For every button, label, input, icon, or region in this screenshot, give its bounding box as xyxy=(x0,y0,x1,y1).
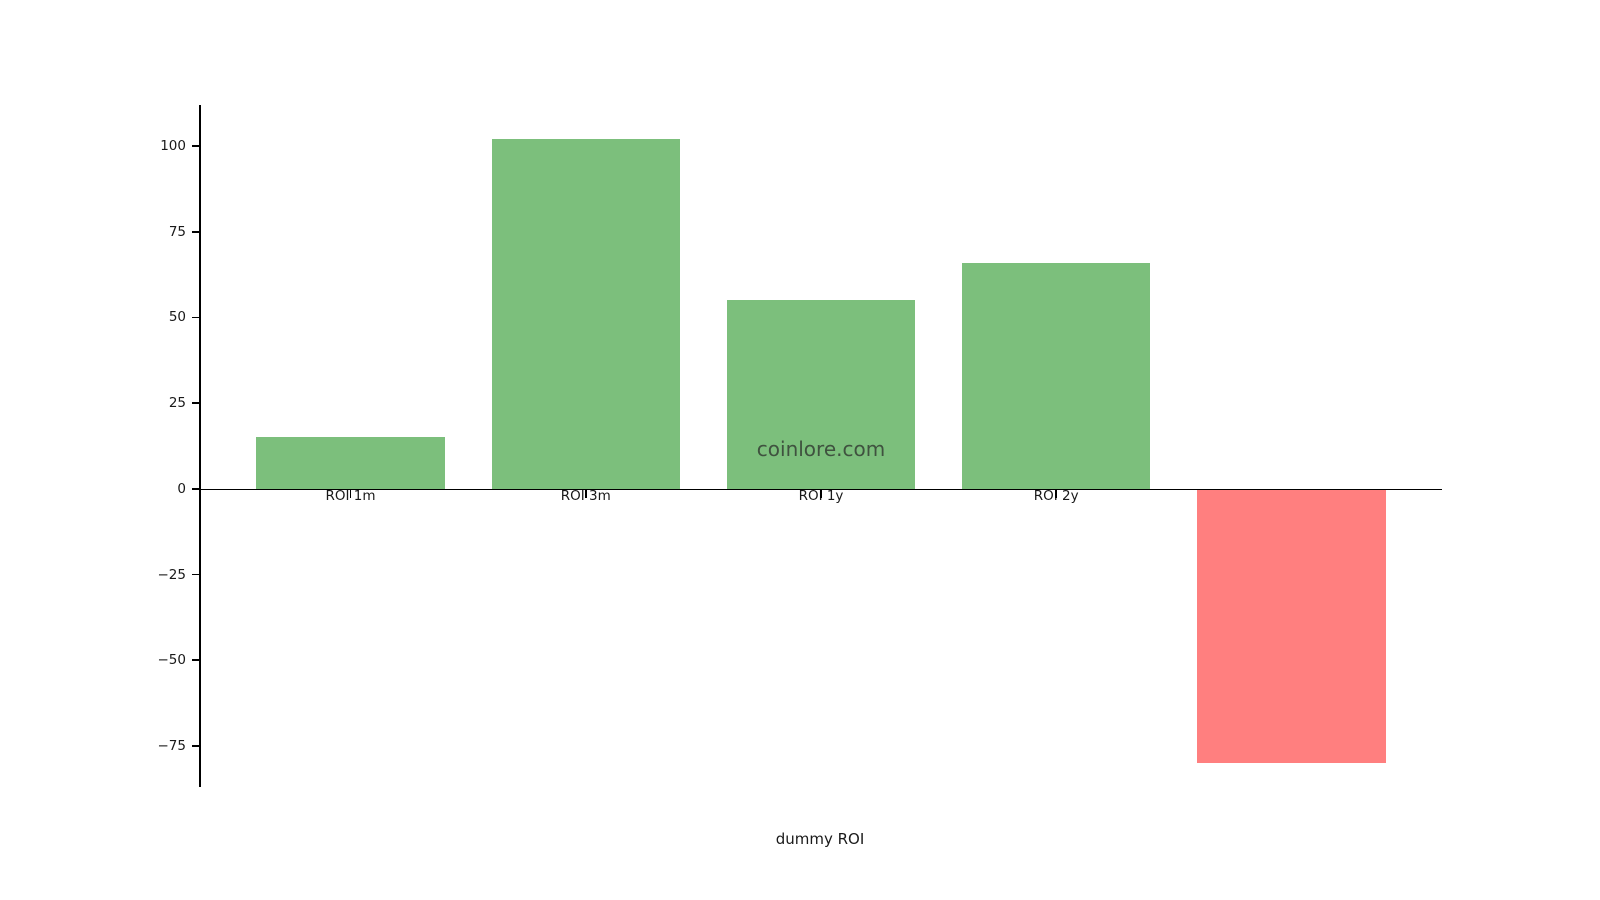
x-axis-title: dummy ROI xyxy=(775,830,865,848)
y-tick-label: −75 xyxy=(157,737,187,754)
x-tick-mark xyxy=(349,490,352,498)
y-tick-mark xyxy=(192,488,200,490)
y-tick-mark xyxy=(192,316,200,319)
y-tick-label: 75 xyxy=(168,223,186,240)
bar xyxy=(726,300,916,489)
y-tick-label: −50 xyxy=(157,652,187,669)
x-tick-mark xyxy=(585,490,587,498)
x-tick-mark xyxy=(1055,490,1057,498)
bar xyxy=(491,139,680,489)
y-tick-mark xyxy=(192,573,200,576)
y-axis-spine xyxy=(199,105,201,787)
y-tick-mark xyxy=(192,145,200,147)
x-tick-mark xyxy=(820,490,822,498)
y-tick-label: −25 xyxy=(157,566,187,583)
y-tick-mark xyxy=(192,402,200,404)
bar xyxy=(256,437,445,489)
x-axis-zero-line xyxy=(200,488,1442,490)
y-tick-mark xyxy=(192,745,200,747)
watermark: coinlore.com xyxy=(756,437,886,461)
y-tick-mark xyxy=(192,659,200,661)
y-tick-label: 25 xyxy=(168,395,186,412)
y-tick-label: 50 xyxy=(168,309,186,326)
y-tick-mark xyxy=(192,231,200,233)
y-tick-label: 100 xyxy=(160,138,186,155)
bar xyxy=(962,262,1151,489)
bar xyxy=(1197,489,1386,763)
y-tick-label: 0 xyxy=(177,480,186,497)
